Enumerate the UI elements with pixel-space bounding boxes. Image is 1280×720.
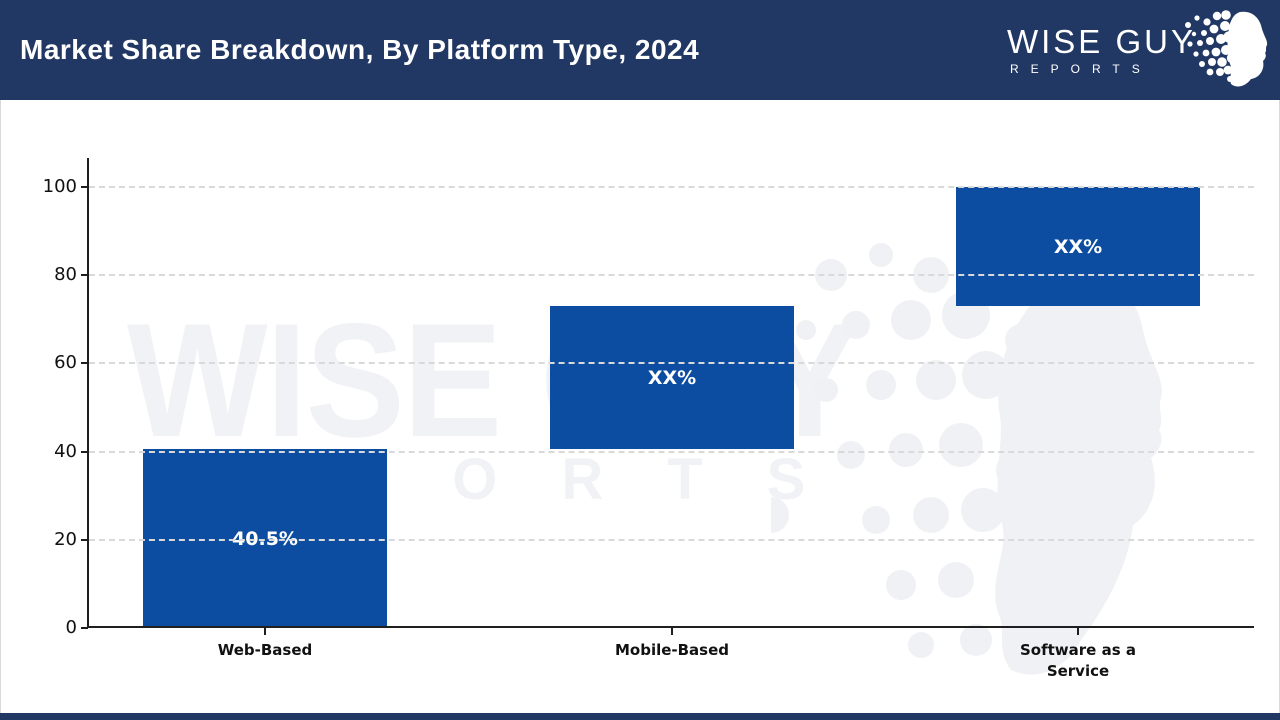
brand-name: WISE GUY	[1006, 22, 1196, 60]
y-tick-mark	[81, 450, 88, 453]
bar-mobile-based: XX%	[550, 306, 794, 450]
y-tick-label: 60	[54, 352, 77, 374]
gridline-20	[89, 538, 1254, 541]
x-tick-label: Mobile-Based	[614, 641, 730, 659]
y-tick-label: 0	[65, 617, 77, 638]
bar-web-based: 40.5%	[143, 449, 387, 628]
page-title: Market Share Breakdown, By Platform Type…	[20, 34, 700, 65]
y-tick-label: 100	[42, 176, 77, 197]
y-axis-line	[87, 158, 89, 628]
bar-value-label: XX%	[647, 366, 697, 389]
x-tick-label: Web-Based	[217, 641, 313, 659]
y-tick-mark	[81, 627, 88, 629]
y-tick-label: 80	[54, 264, 77, 286]
footer-bar	[0, 713, 1280, 720]
x-tick-label: Software as a Service	[1020, 641, 1136, 680]
x-tick-mark	[671, 628, 673, 635]
bar-software-as-a-service: XX%	[956, 187, 1200, 307]
y-tick-mark	[81, 274, 88, 277]
y-tick-label: 20	[54, 528, 77, 550]
y-tick-mark	[81, 538, 88, 541]
y-tick-mark	[81, 362, 88, 365]
brand-logo: WISE GUY REPORTS	[1007, 9, 1268, 91]
brand-face-icon	[1185, 10, 1268, 87]
x-tick-mark	[264, 628, 266, 635]
gridline-80	[89, 274, 1254, 277]
bar-value-label: XX%	[1053, 235, 1103, 258]
gridline-100	[89, 186, 1254, 188]
header-bar: Market Share Breakdown, By Platform Type…	[0, 0, 1280, 100]
x-tick-mark	[1077, 628, 1079, 635]
brand-logo-text: WISE GUY REPORTS	[1007, 25, 1196, 76]
gridline-60	[89, 362, 1254, 365]
brand-subtitle: REPORTS	[1009, 61, 1152, 76]
x-axis-line	[87, 626, 1254, 628]
watermark-face-icon	[771, 235, 1162, 675]
y-tick-mark	[81, 186, 88, 188]
bar-value-label: 40.5%	[232, 527, 298, 550]
y-tick-label: 40	[54, 440, 77, 462]
chart-area: WISE GUY REPORTS 40.5% XX% XX% 0 20 40 60 80 10…	[0, 100, 1280, 713]
gridline-40	[89, 450, 1254, 453]
